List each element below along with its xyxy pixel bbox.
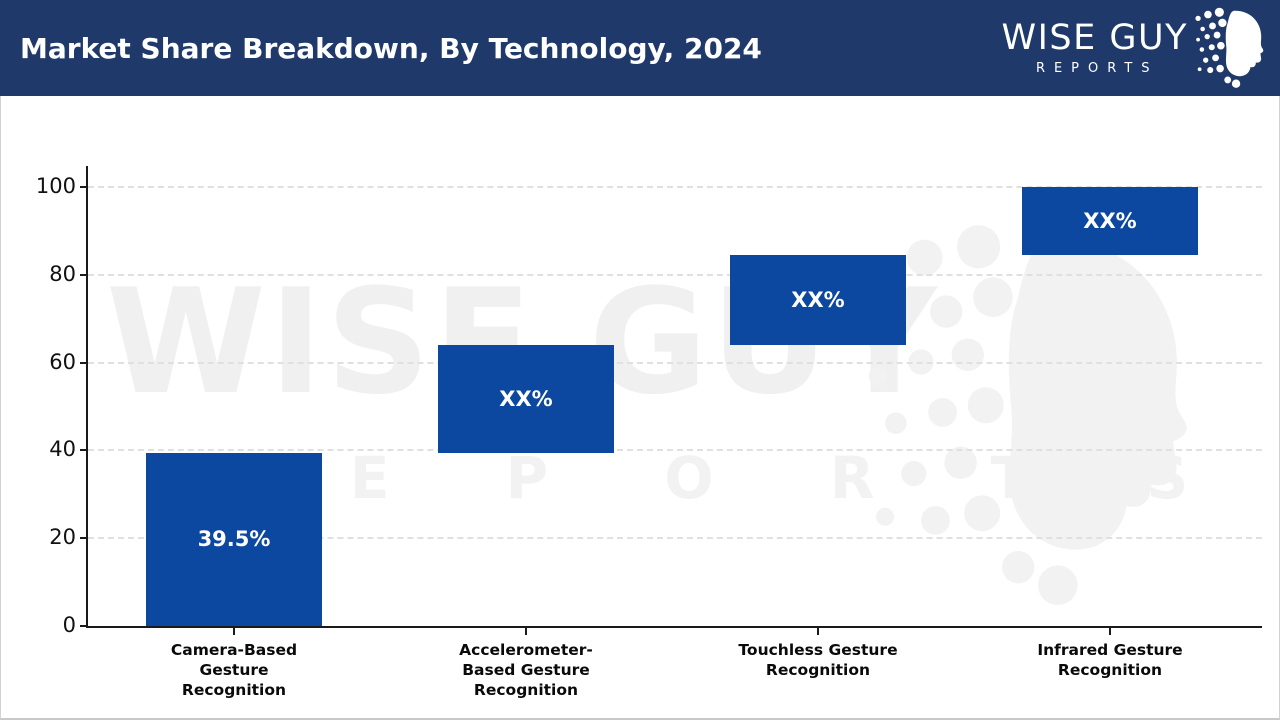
y-axis-line xyxy=(86,166,88,628)
y-tick-mark xyxy=(80,273,88,276)
x-category-label-line: Recognition xyxy=(1057,661,1163,679)
logo-text: WISE GUY REPORTS xyxy=(1001,17,1188,76)
bar-camera-based-gesture-recognition: 39.5% xyxy=(146,452,322,626)
y-tick-label: 40 xyxy=(49,437,76,462)
gridline xyxy=(88,186,1262,188)
x-category-label-line: Recognition xyxy=(473,681,579,699)
logo-face-icon xyxy=(1195,7,1264,88)
x-tick-mark xyxy=(817,628,819,635)
y-tick-label: 80 xyxy=(49,261,76,286)
bar-touchless-gesture-recognition: XX% xyxy=(730,255,906,346)
header: Market Share Breakdown, By Technology, 2… xyxy=(0,0,1280,96)
x-tick-mark xyxy=(1109,628,1111,635)
y-tick-label: 60 xyxy=(49,349,76,374)
wise-guy-logo: WISE GUY REPORTS xyxy=(1001,6,1268,90)
x-category-label: Camera-Based Gesture Recognition xyxy=(94,640,374,700)
y-tick-label: 20 xyxy=(49,525,76,550)
logo-wordmark: WISE GUY xyxy=(1001,17,1188,58)
x-tick-mark xyxy=(525,628,527,635)
x-category-label-line: Recognition xyxy=(181,681,287,699)
x-category-label-line: Gesture xyxy=(199,661,269,679)
y-tick-mark xyxy=(80,537,88,540)
gridline xyxy=(88,273,1262,276)
bar-value-label: 39.5% xyxy=(197,527,271,552)
x-category-label: Touchless Gesture Recognition xyxy=(678,640,958,680)
bar-accelerometer-based-gesture-recognition: XX% xyxy=(438,345,614,453)
x-category-label-line: Camera-Based xyxy=(170,641,298,659)
gridline xyxy=(88,361,1262,364)
x-category-label-line: Accelerometer- xyxy=(459,641,593,659)
x-category-label-line: Infrared Gesture xyxy=(1037,641,1183,659)
y-tick-mark xyxy=(80,449,88,452)
x-category-label: Infrared Gesture Recognition xyxy=(970,640,1250,680)
x-category-label-line: Recognition xyxy=(765,661,871,679)
gridline xyxy=(88,449,1262,452)
y-tick-label: 100 xyxy=(35,174,76,198)
y-tick-mark xyxy=(80,361,88,364)
y-tick-label: 0 xyxy=(62,613,76,637)
x-category-label-line: Touchless Gesture xyxy=(738,641,898,659)
gridline xyxy=(88,537,1262,540)
x-category-label: Accelerometer- Based Gesture Recognition xyxy=(386,640,666,700)
logo-subtitle: REPORTS xyxy=(1035,60,1159,76)
bar-value-label: XX% xyxy=(1083,209,1137,234)
bar-value-label: XX% xyxy=(499,386,553,411)
x-tick-mark xyxy=(233,628,235,635)
y-tick-mark xyxy=(80,186,88,188)
y-tick-mark xyxy=(80,625,88,627)
bar-value-label: XX% xyxy=(791,288,845,313)
x-category-label-line: Based Gesture xyxy=(462,661,590,679)
bar-infrared-gesture-recognition: XX% xyxy=(1022,187,1198,256)
x-axis-line xyxy=(86,626,1262,628)
page-title: Market Share Breakdown, By Technology, 2… xyxy=(20,31,762,65)
